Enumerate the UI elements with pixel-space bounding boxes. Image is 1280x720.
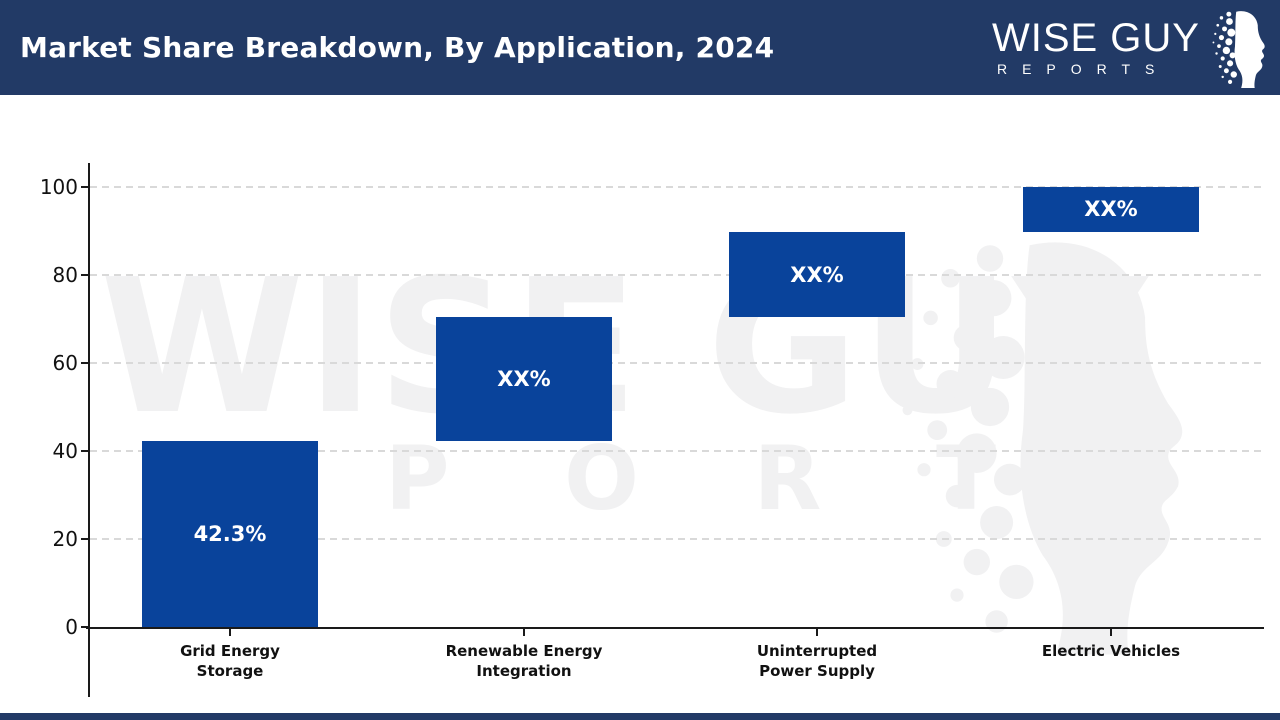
page-title: Market Share Breakdown, By Application, … [20,31,775,64]
y-tick-mark-40 [81,450,88,452]
logo-subtext: REPORTS [996,61,1170,77]
x-tick-mark [1110,629,1112,636]
chart-area: WISE GUY P O R T S 0 20 40 60 80 100 42.3% Grid… [0,95,1280,713]
x-label-line: Power Supply [759,662,875,680]
gridline-20 [90,538,1264,540]
bar-segment: XX% [436,317,612,441]
face-profile-logo-icon [1212,10,1265,88]
header-bar: Market Share Breakdown, By Application, … [0,0,1280,95]
y-tick-mark-20 [81,538,88,540]
x-label-line: Integration [476,662,572,680]
logo-wordmark: WISE GUY [991,16,1200,60]
gridline-100 [90,186,1264,188]
y-tick-label-20: 20 [52,527,78,551]
y-tick-label-40: 40 [52,439,78,463]
x-axis-category-label: Electric Vehicles [996,641,1226,661]
bar-value-label: XX% [790,262,844,287]
watermark-face-icon [902,242,1183,655]
x-label-line: Grid Energy [180,642,280,660]
y-tick-mark-0 [81,626,88,628]
x-label-line: Storage [196,662,264,680]
x-label-line: Renewable Energy [445,642,603,660]
footer-bar [0,713,1280,720]
logo-text: WISE GUY REPORTS [992,18,1200,77]
y-tick-label-80: 80 [52,263,78,287]
bar-value-label: 42.3% [193,521,267,546]
x-label-line: Electric Vehicles [1041,642,1181,660]
x-tick-mark [816,629,818,636]
x-axis-spine [86,627,1264,629]
bar-segment: 42.3% [142,440,318,627]
gridline-60 [90,362,1264,364]
y-tick-mark-60 [81,362,88,364]
x-axis-category-label: Renewable Energy Integration [409,641,639,681]
gridline-40 [90,450,1264,452]
y-tick-mark-80 [81,274,88,276]
x-tick-mark [229,629,231,636]
bar-segment: XX% [1023,187,1199,232]
x-axis-category-label: Grid Energy Storage [115,641,345,681]
y-tick-label-0: 0 [65,615,78,639]
y-tick-label-60: 60 [52,351,78,375]
y-tick-label-100: 100 [39,175,78,199]
x-axis-category-label: Uninterrupted Power Supply [702,641,932,681]
bar-segment: XX% [729,231,905,318]
wiseguy-logo: WISE GUY REPORTS [992,8,1266,88]
y-tick-mark-100 [81,186,88,188]
bar-value-label: XX% [1084,197,1138,222]
x-label-line: Uninterrupted [756,642,878,660]
bar-value-label: XX% [497,367,551,392]
x-tick-mark [523,629,525,636]
gridline-80 [90,274,1264,276]
y-axis-spine [88,163,90,697]
